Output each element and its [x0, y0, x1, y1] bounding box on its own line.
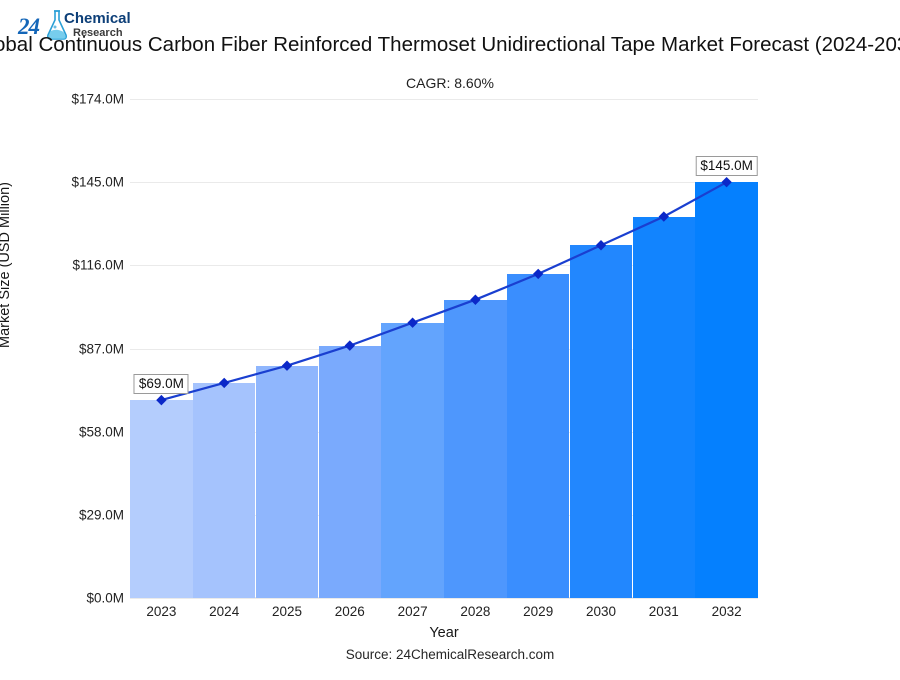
bar[interactable]	[192, 382, 256, 598]
x-axis-title: Year	[429, 625, 459, 641]
bar-series	[130, 99, 758, 598]
x-axis-tick-label: 2023	[146, 604, 177, 619]
logo-mark-24: 24	[18, 14, 40, 39]
bar-slot	[569, 99, 633, 598]
y-axis-tick-label: $58.0M	[78, 424, 124, 440]
bar-slot	[192, 99, 256, 598]
x-axis-tick-label: 2030	[585, 604, 617, 619]
bar[interactable]	[130, 400, 193, 598]
brand-logo: 24 Chemical Research	[18, 8, 131, 46]
x-axis-tick-label: 2025	[271, 604, 303, 619]
x-axis-tick-label: 2031	[648, 604, 679, 619]
y-axis-title: Market Size (USD Million)	[0, 182, 13, 348]
plot-area	[130, 99, 758, 599]
bar-slot	[381, 99, 444, 598]
y-axis-tick-label: $174.0M	[71, 91, 124, 107]
bar[interactable]	[632, 216, 696, 598]
y-axis-tick-label: $0.0M	[86, 590, 124, 606]
logo-text-chemical: Chemical	[64, 10, 131, 27]
bar[interactable]	[444, 299, 507, 598]
x-axis-tick-label: 2026	[334, 604, 365, 619]
bar[interactable]	[318, 345, 382, 598]
x-axis-tick-label: 2028	[460, 604, 491, 619]
source-note: Source: 24ChemicalResearch.com	[345, 647, 555, 662]
x-axis-tick-label: 2027	[397, 604, 428, 619]
bar-slot	[130, 99, 193, 598]
bar[interactable]	[695, 182, 758, 598]
bar[interactable]	[506, 273, 570, 598]
value-label: $145.0M	[695, 156, 758, 177]
bar-slot	[318, 99, 382, 598]
bar[interactable]	[255, 365, 319, 598]
gridline	[130, 514, 758, 516]
gridline	[130, 431, 758, 433]
x-axis-tick-label: 2032	[711, 604, 742, 619]
bar-slot	[255, 99, 319, 598]
page-title: Global Continuous Carbon Fiber Reinforce…	[0, 33, 900, 56]
flask-icon	[47, 10, 67, 40]
logo-text-research: Research	[73, 27, 123, 39]
x-axis-tick-label: 2029	[523, 604, 554, 619]
bar[interactable]	[569, 245, 633, 598]
bar[interactable]	[381, 322, 444, 598]
bar-slot	[444, 99, 507, 598]
y-axis-tick-label: $29.0M	[78, 507, 124, 523]
gridline	[130, 598, 758, 599]
bar-slot	[506, 99, 570, 598]
bar-slot	[632, 99, 696, 598]
y-axis-tick-label: $145.0M	[71, 174, 124, 190]
gridline	[130, 99, 758, 100]
x-axis-line	[130, 597, 758, 598]
y-axis-tick-label: $87.0M	[78, 341, 124, 356]
x-axis-tick-label: 2024	[209, 604, 240, 619]
y-axis-tick-label: $116.0M	[72, 257, 124, 273]
value-label: $69.0M	[133, 374, 189, 395]
cagr-annotation: CAGR: 8.60%	[406, 75, 494, 91]
